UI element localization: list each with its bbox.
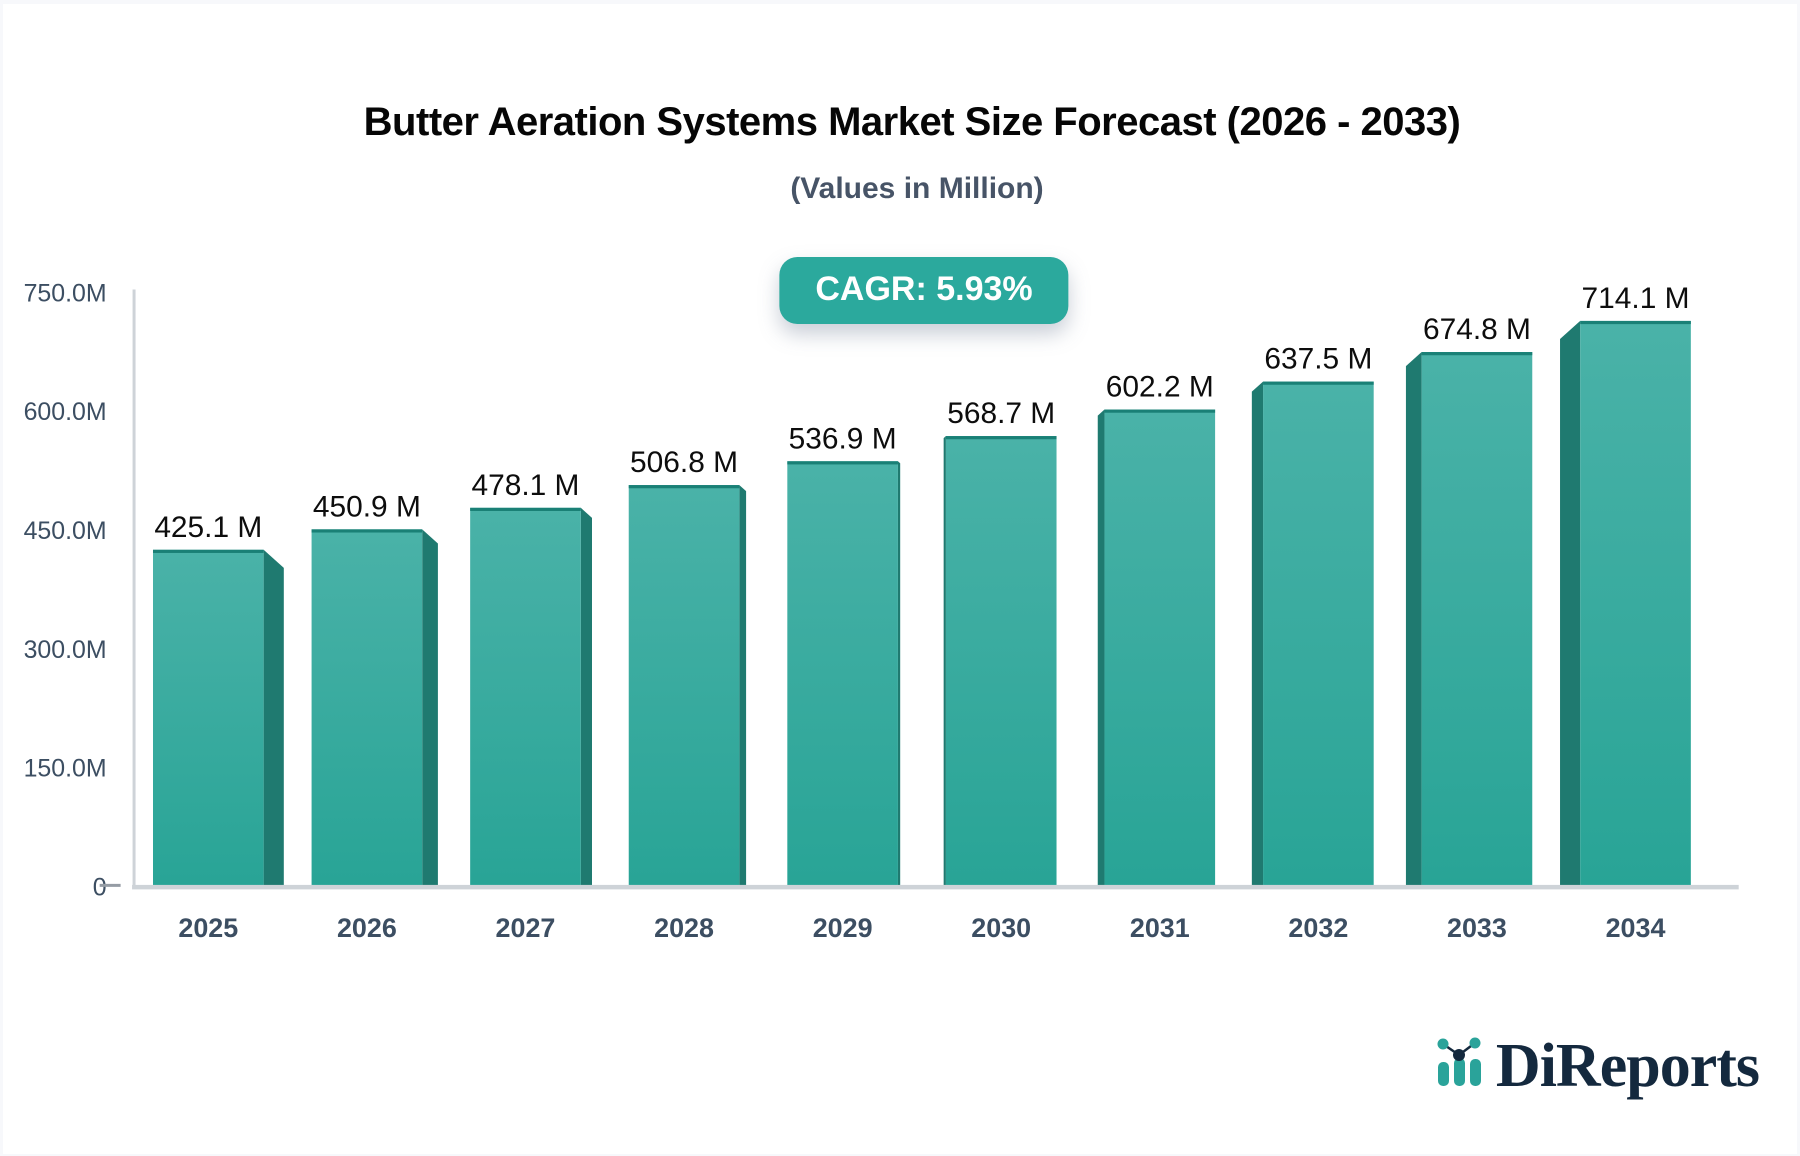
x-axis-label: 2027	[496, 913, 556, 943]
bar-front-face	[311, 529, 423, 889]
bar-value-label: 450.9 M	[313, 490, 421, 523]
bar-top-edge	[152, 549, 264, 553]
bar-front-face	[1263, 381, 1374, 889]
bar-side-face	[943, 436, 946, 889]
bar-top-edge	[1263, 381, 1374, 385]
bar-group-2025: 425.1 M	[152, 511, 284, 889]
x-axis-label: 2031	[1130, 913, 1190, 943]
bar-group-2026: 450.9 M	[311, 490, 438, 889]
x-axis-label: 2025	[178, 913, 238, 943]
bar-front-face	[1104, 409, 1216, 889]
x-axis-label: 2033	[1447, 913, 1507, 943]
bar-front-face	[1580, 320, 1691, 889]
bar-top-edge	[470, 507, 581, 511]
bar-front-face	[628, 485, 740, 889]
chart-subtitle: (Values in Million)	[790, 172, 1044, 205]
y-axis-label: 0	[93, 873, 107, 901]
x-axis-label: 2026	[337, 913, 397, 943]
bar-side-face	[739, 485, 747, 889]
bar-side-face	[897, 461, 901, 889]
bar-value-label: 478.1 M	[471, 469, 579, 502]
bar-side-face	[263, 549, 284, 889]
bar-value-label: 568.7 M	[947, 397, 1055, 430]
logo-text: DiReports	[1495, 1032, 1760, 1100]
bar-group-2028: 506.8 M	[628, 446, 747, 889]
bar-side-face	[1405, 352, 1422, 889]
bar-group-2027: 478.1 M	[470, 469, 593, 889]
x-axis-label: 2034	[1606, 913, 1666, 943]
chart-title: Butter Aeration Systems Market Size Fore…	[363, 100, 1461, 144]
bar-group-2031: 602.2 M	[1097, 371, 1216, 889]
bar-top-edge	[787, 461, 898, 465]
cagr-badge: CAGR: 5.93%	[779, 257, 1069, 324]
bar-value-label: 425.1 M	[154, 511, 262, 544]
chart-card: 425.1 M 450.9 M 478.1 M 506.8 M 536.9 M 568.7…	[3, 4, 1797, 1154]
direports-logo: DiReports	[1434, 1030, 1760, 1100]
bar-group-2032: 637.5 M	[1251, 343, 1374, 889]
bar-top-edge	[311, 529, 423, 533]
bar-value-label: 536.9 M	[789, 422, 897, 455]
bar-front-face	[1421, 352, 1533, 889]
bar-front-face	[470, 507, 581, 889]
x-axis-label: 2030	[971, 913, 1031, 943]
bar-side-face	[1097, 409, 1105, 889]
y-axis-label: 150.0M	[24, 755, 107, 783]
bar-side-face	[1251, 381, 1264, 889]
x-axis-line	[132, 884, 1739, 890]
bar-top-edge	[628, 485, 740, 489]
bar-top-edge	[1580, 320, 1691, 325]
bar-front-face	[152, 549, 264, 889]
bar-group-2034: 714.1 M	[1560, 282, 1691, 889]
y-axis-label: 750.0M	[24, 279, 107, 307]
bar-chart: 425.1 M 450.9 M 478.1 M 506.8 M 536.9 M 568.7…	[24, 279, 1739, 943]
bar-side-face	[1560, 320, 1581, 889]
y-axis-label: 300.0M	[24, 636, 107, 664]
bar-group-2033: 674.8 M	[1405, 313, 1533, 889]
mini-bar-chart-icon	[1437, 1037, 1481, 1086]
bar-front-face	[787, 461, 898, 889]
bar-top-edge	[1421, 352, 1533, 356]
x-axis-label: 2028	[654, 913, 714, 943]
bar-top-edge	[1104, 409, 1216, 413]
bar-value-label: 506.8 M	[630, 446, 738, 479]
y-axis-label: 600.0M	[24, 398, 107, 426]
bar-top-edge	[945, 436, 1057, 440]
x-axis-label: 2032	[1288, 913, 1348, 943]
bar-side-face	[422, 529, 438, 889]
bar-group-2030: 568.7 M	[943, 397, 1057, 889]
bar-value-label: 674.8 M	[1423, 313, 1531, 346]
y-axis-label: 450.0M	[24, 517, 107, 545]
bar-value-label: 637.5 M	[1264, 343, 1372, 376]
bar-value-label: 602.2 M	[1106, 371, 1214, 404]
bar-group-2029: 536.9 M	[787, 422, 901, 889]
bar-value-label: 714.1 M	[1582, 282, 1690, 315]
bar-front-face	[945, 436, 1057, 889]
x-axis-label: 2029	[813, 913, 873, 943]
bar-side-face	[580, 507, 593, 889]
